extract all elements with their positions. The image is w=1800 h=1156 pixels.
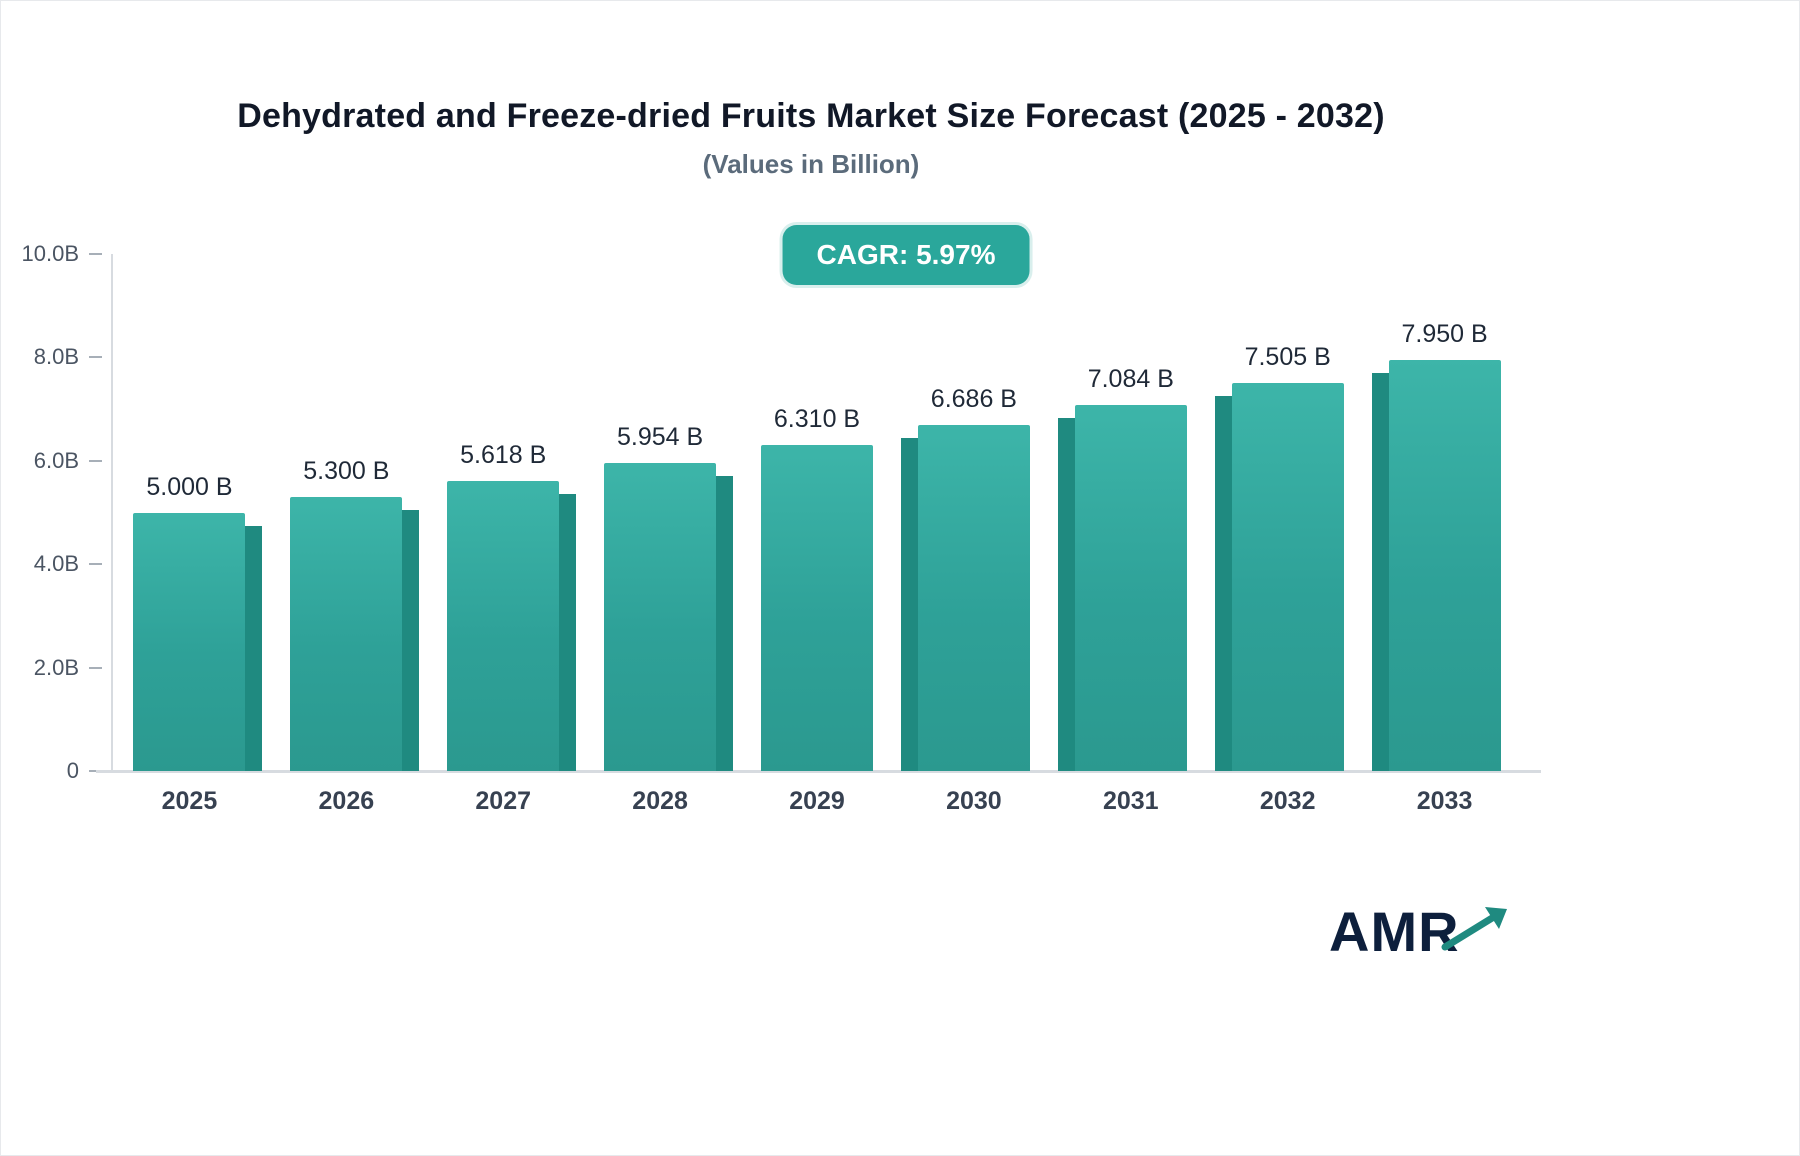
y-tick-mark <box>89 459 102 462</box>
bar-side-panel <box>559 493 577 771</box>
x-axis-labels: 2025 2026 2027 2028 2029 2030 2031 2032 2033 <box>111 787 1523 816</box>
bar-2031 <box>1074 404 1187 771</box>
bar-2025 <box>133 512 246 771</box>
x-axis-label-2029: 2029 <box>789 787 845 815</box>
cagr-badge: CAGR: 5.97% <box>782 225 1030 285</box>
bar-group-2031: 7.084 B <box>1052 254 1209 771</box>
bar-value-label: 5.954 B <box>617 423 704 452</box>
bar-2030 <box>917 425 1030 771</box>
bar-side-panel <box>716 476 734 771</box>
bar-side-panel <box>1214 396 1232 771</box>
bar-value-label: 6.686 B <box>930 385 1017 414</box>
y-tick-mark <box>89 563 102 566</box>
y-tick-label-2.0B: 2.0B <box>33 654 79 680</box>
bar-value-label: 5.618 B <box>460 440 547 469</box>
bar-2027 <box>447 480 560 771</box>
y-axis-line <box>111 254 113 771</box>
bar-side-panel <box>1057 417 1075 771</box>
amr-logo-text: AMR <box>1329 900 1460 963</box>
bar-2026 <box>290 497 403 771</box>
bar-group-2032: 7.505 B <box>1209 254 1366 771</box>
bar-group-2029: 6.310 B <box>739 254 896 771</box>
x-axis-label-2027: 2027 <box>475 787 532 815</box>
bar-group-2028: 5.954 B <box>582 254 739 771</box>
y-tick-label-0: 0 <box>66 758 79 783</box>
chart-title: Dehydrated and Freeze-dried Fruits Marke… <box>237 97 1385 135</box>
bar-group-2027: 5.618 B <box>425 254 582 771</box>
y-axis: 0 2.0B 4.0B 6.0B 8.0B 10.0B <box>1 241 111 783</box>
plot-area: 5.000 B 5.300 B 5.618 B 5.954 B 6.310 B 6.686… <box>111 254 1523 771</box>
x-axis-label-2026: 2026 <box>318 787 375 815</box>
bar-group-2030: 6.686 B <box>895 254 1052 771</box>
bar-group-2025: 5.000 B <box>111 254 268 771</box>
bar-value-label: 5.300 B <box>303 457 390 485</box>
bar-value-label: 5.000 B <box>146 472 233 501</box>
x-axis-label-2031: 2031 <box>1102 787 1159 815</box>
chart-subtitle: (Values in Billion) <box>702 149 920 179</box>
bar-side-panel <box>402 510 420 771</box>
amr-logo: AMR <box>1329 899 1529 969</box>
bar-side-panel <box>1371 373 1389 771</box>
y-tick-mark <box>89 356 102 359</box>
x-axis-label-2025: 2025 <box>161 787 218 815</box>
bar-group-2026: 5.300 B <box>268 254 425 771</box>
y-tick-mark <box>89 666 102 669</box>
x-axis-label-2033: 2033 <box>1416 787 1473 815</box>
bar-value-label: 6.310 B <box>773 404 861 433</box>
bar-2032 <box>1231 383 1344 771</box>
y-tick-mark <box>89 253 102 255</box>
bar-value-label: 7.084 B <box>1087 364 1174 393</box>
bar-group-2033: 7.950 B <box>1366 254 1523 771</box>
y-tick-label-4.0B: 4.0B <box>33 551 79 577</box>
x-axis-label-2028: 2028 <box>632 787 688 815</box>
y-tick-mark <box>89 770 102 772</box>
y-tick-label-8.0B: 8.0B <box>33 344 79 370</box>
bar-2029 <box>761 444 873 771</box>
bar-2028 <box>604 463 717 771</box>
y-tick-label-10.0B: 10.0B <box>21 241 80 266</box>
bar-side-panel <box>245 525 263 771</box>
bar-value-label: 7.950 B <box>1401 320 1488 348</box>
bar-value-label: 7.505 B <box>1244 343 1331 371</box>
bar-2033 <box>1388 360 1501 771</box>
y-tick-label-6.0B: 6.0B <box>33 447 79 473</box>
bar-side-panel <box>900 438 918 771</box>
x-axis-label-2032: 2032 <box>1259 787 1316 815</box>
x-axis-baseline <box>96 770 1541 773</box>
x-axis-label-2030: 2030 <box>946 787 1002 815</box>
